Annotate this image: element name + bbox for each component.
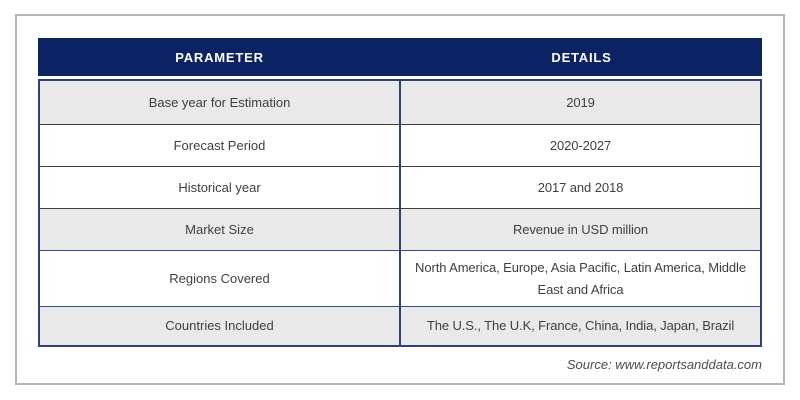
table-row: Market Size Revenue in USD million <box>40 208 760 250</box>
table-body: Base year for Estimation 2019 Forecast P… <box>38 79 762 347</box>
details-cell: The U.S., The U.K, France, China, India,… <box>426 318 735 333</box>
header-cell-parameter: PARAMETER <box>175 49 264 65</box>
parameter-cell: Market Size <box>40 209 401 250</box>
details-cell: Revenue in USD million <box>512 221 649 237</box>
report-card: PARAMETER DETAILS Base year for Estimati… <box>15 14 785 385</box>
table-row: Countries Included The U.S., The U.K, Fr… <box>40 306 760 345</box>
details-cell: 2019 <box>566 94 595 110</box>
parameter-cell: Regions Covered <box>40 251 401 306</box>
details-cell: 2017 and 2018 <box>537 179 624 195</box>
table-row: Base year for Estimation 2019 <box>40 81 760 124</box>
parameter-cell: Countries Included <box>40 307 401 345</box>
parameter-cell: Historical year <box>40 167 401 208</box>
table-row: Historical year 2017 and 2018 <box>40 166 760 208</box>
details-cell: North America, Europe, Asia Pacific, Lat… <box>415 259 750 297</box>
source-note: Source: www.reportsanddata.com <box>566 357 762 372</box>
market-scope-table: PARAMETER DETAILS Base year for Estimati… <box>38 38 762 372</box>
table-row: Regions Covered North America, Europe, A… <box>40 250 760 306</box>
header-cell-details: DETAILS <box>551 49 612 65</box>
table-header: PARAMETER DETAILS <box>38 38 762 76</box>
parameter-cell: Forecast Period <box>40 125 401 166</box>
details-cell: 2020-2027 <box>549 137 612 153</box>
parameter-cell: Base year for Estimation <box>40 81 401 124</box>
table-row: Forecast Period 2020-2027 <box>40 124 760 166</box>
